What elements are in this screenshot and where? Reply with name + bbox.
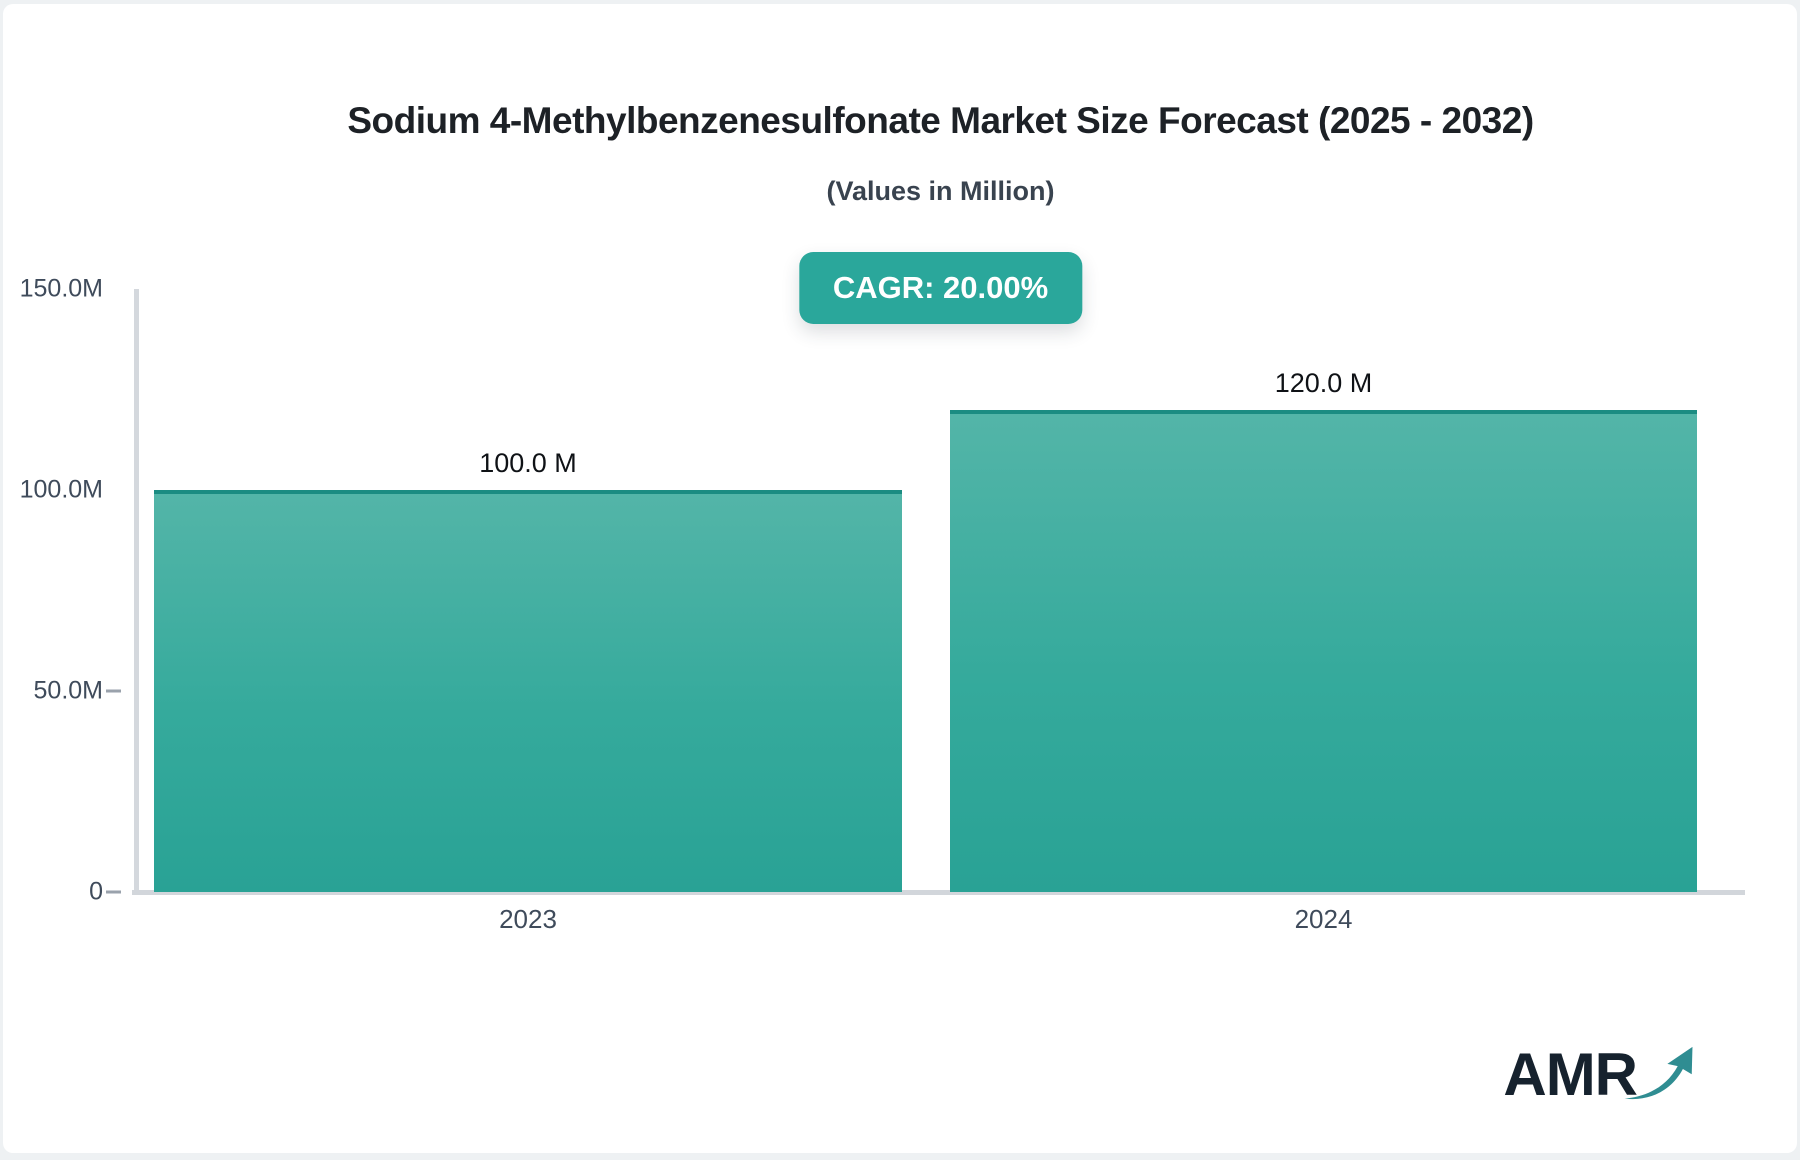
growth-arrow-icon: [1624, 1046, 1693, 1100]
y-axis-line: [134, 289, 139, 895]
y-axis-tick-mark: [106, 689, 121, 693]
y-axis-tick-label: 50.0M: [33, 676, 103, 705]
y-axis-tick-label: 0: [89, 877, 103, 906]
chart-title: Sodium 4-Methylbenzenesulfonate Market S…: [347, 100, 1534, 141]
chart-card: Sodium 4-Methylbenzenesulfonate Market S…: [3, 4, 1797, 1153]
bar-value-label: 120.0 M: [1274, 368, 1373, 398]
x-axis-category-label: 2024: [1294, 904, 1353, 934]
amr-logo-text: AMR: [1503, 1041, 1638, 1108]
amr-logo: AMR: [1503, 1039, 1697, 1111]
y-axis-tick-mark: [106, 890, 121, 894]
bar-2024: [950, 410, 1697, 892]
y-axis-tick-label: 150.0M: [19, 274, 103, 303]
bar-2023: [154, 490, 902, 892]
bar-chart-plot-area: 150.0M 100.0M 50.0M 0 100.0 M 2023 120.0 M 2024: [3, 4, 1800, 1160]
bar-value-label: 100.0 M: [479, 448, 577, 478]
x-axis-line: [132, 890, 1745, 895]
x-axis-category-label: 2023: [499, 904, 557, 934]
y-axis-tick-label: 100.0M: [19, 475, 103, 504]
cagr-badge: CAGR: 20.00%: [798, 252, 1083, 324]
chart-subtitle: (Values in Million): [826, 176, 1055, 206]
